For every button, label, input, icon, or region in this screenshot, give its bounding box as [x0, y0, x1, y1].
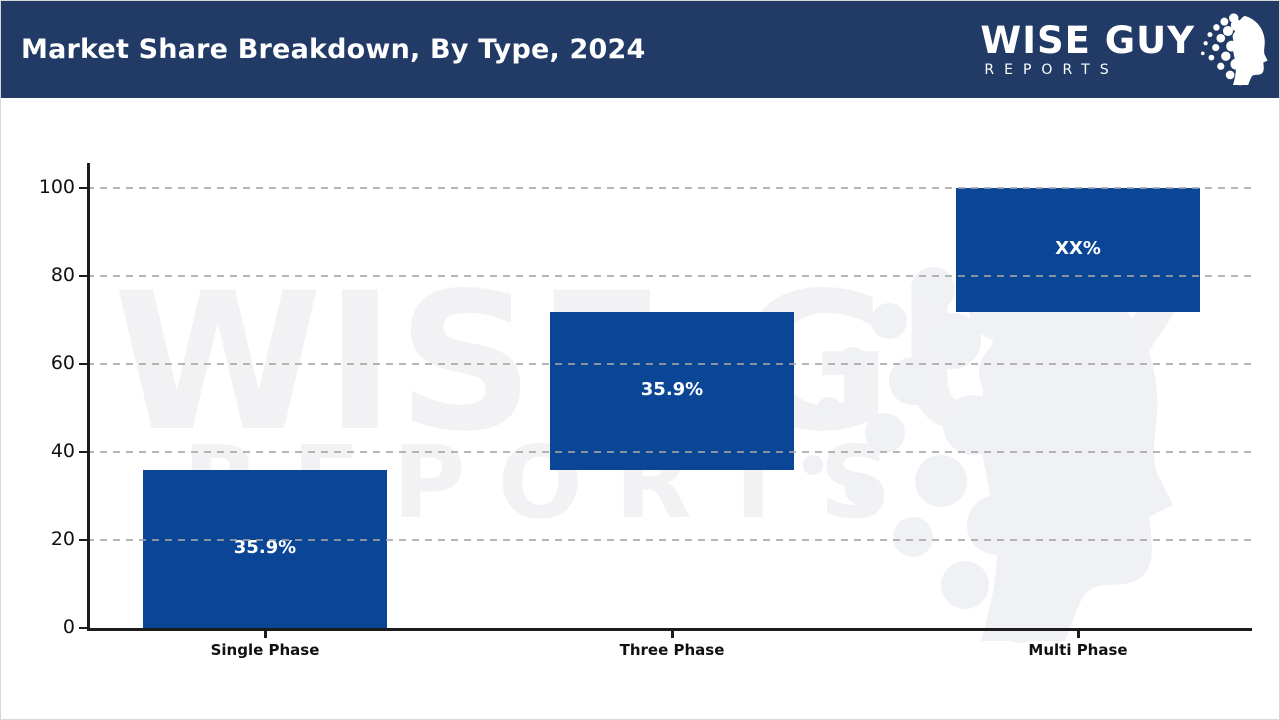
gridline: [87, 363, 1252, 365]
y-tick-mark: [79, 627, 87, 629]
logo-wordmark: WISE GUY: [980, 18, 1195, 62]
gridline: [87, 539, 1252, 541]
x-tick-label: Three Phase: [619, 641, 725, 659]
logo-subtitle: REPORTS: [984, 61, 1119, 78]
bar-segment: [550, 312, 794, 471]
x-tick-mark: [1077, 630, 1080, 638]
wiseguy-face-icon: [1200, 13, 1268, 86]
y-axis-line: [87, 163, 90, 630]
bar-segment: [956, 188, 1200, 313]
y-tick-label: 80: [50, 264, 75, 286]
gridline: [87, 275, 1252, 277]
x-tick-label: Single Phase: [210, 641, 320, 659]
x-axis-line: [87, 628, 1252, 631]
x-tick-label: Multi Phase: [1028, 641, 1128, 659]
y-tick-mark: [79, 363, 87, 365]
chart-canvas: WISE GUY REPORTS 35.9%35.9%XX%0204060801…: [1, 98, 1279, 719]
y-tick-label: 0: [62, 616, 75, 638]
y-tick-label: 100: [38, 176, 75, 198]
wiseguy-logo: WISE GUY REPORTS: [980, 7, 1269, 91]
x-tick-mark: [671, 630, 674, 638]
y-tick-label: 20: [50, 528, 75, 550]
bar-chart: 35.9% 35.9% XX% 0 20 40 60 80 100 Single Phase Thr…: [1, 98, 1279, 719]
y-tick-mark: [79, 451, 87, 453]
gridline: [87, 187, 1252, 189]
y-tick-mark: [79, 187, 87, 189]
bar-value-label: XX%: [1055, 238, 1101, 260]
bar-value-label: 35.9%: [233, 537, 297, 559]
chart-title: Market Share Breakdown, By Type, 2024: [21, 34, 646, 65]
bar-value-label: 35.9%: [640, 379, 704, 401]
x-tick-mark: [264, 630, 267, 638]
y-tick-label: 40: [50, 440, 75, 462]
bar-segment: [143, 470, 387, 628]
header-bar: Market Share Breakdown, By Type, 2024 WI…: [1, 1, 1279, 98]
gridline: [87, 451, 1252, 453]
y-tick-mark: [79, 275, 87, 277]
y-tick-mark: [79, 539, 87, 541]
y-tick-label: 60: [50, 352, 75, 374]
logo-text: WISE GUY REPORTS: [980, 22, 1195, 77]
